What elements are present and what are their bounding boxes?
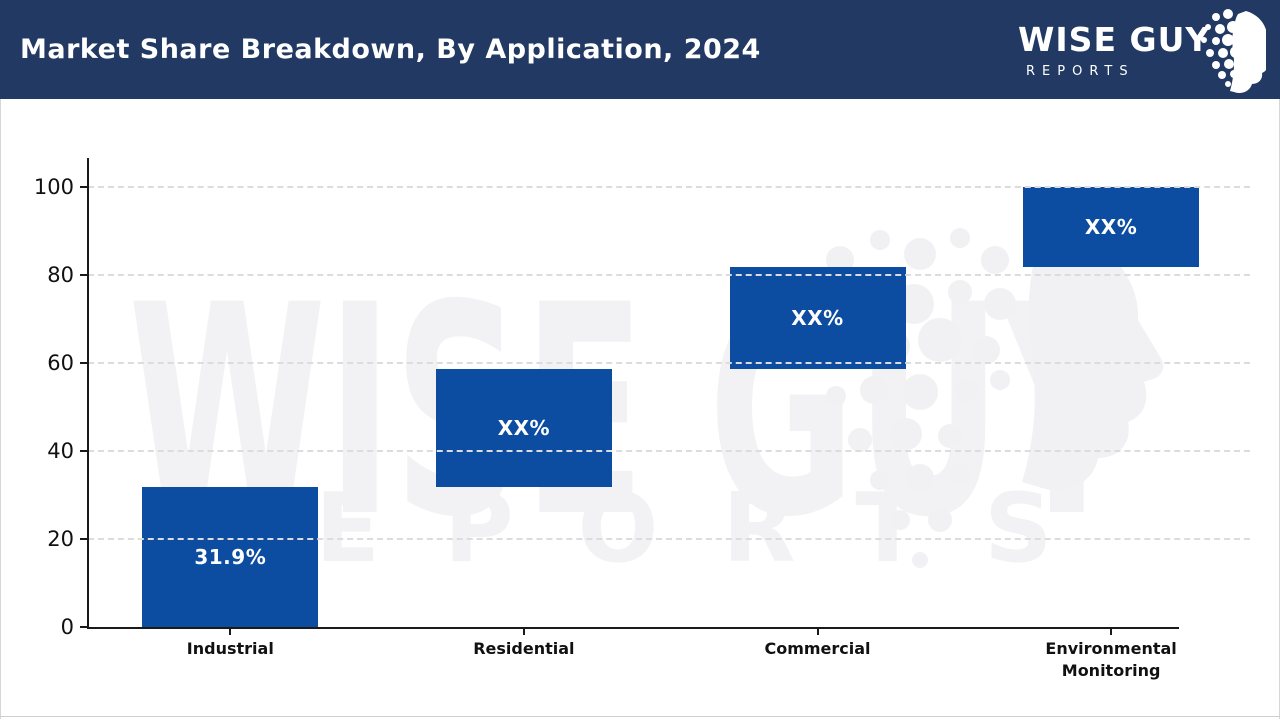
x-tick-mark	[816, 629, 819, 635]
bar-value-label: XX%	[497, 415, 551, 440]
x-tick-label: Environmental Monitoring	[1045, 639, 1177, 680]
gridline	[88, 362, 1250, 364]
gridline	[88, 450, 1250, 452]
bar-segment: 31.9%	[142, 486, 319, 627]
y-tick-label: 20	[47, 527, 74, 551]
logo-wiseguy-text: WISE GUY	[1018, 20, 1210, 59]
y-tick-label: 0	[60, 615, 74, 639]
y-tick-mark	[80, 626, 88, 628]
bar-value-label: XX%	[1084, 215, 1138, 240]
chart-title: Market Share Breakdown, By Application, …	[20, 34, 761, 65]
left-border-line	[0, 99, 1, 719]
x-tick-label: Commercial	[764, 639, 871, 658]
y-tick-label: 100	[33, 175, 74, 199]
y-tick-mark	[80, 186, 88, 188]
wiseguy-reports-logo: WISE GUY REPORTS	[1018, 8, 1266, 93]
bar-segment: XX%	[1023, 187, 1200, 268]
x-tick-mark	[1110, 629, 1113, 635]
bar-value-label: 31.9%	[194, 544, 267, 569]
bar-segment: XX%	[729, 267, 906, 370]
bar-segment: XX%	[435, 369, 612, 487]
y-axis-line	[87, 158, 89, 629]
x-tick-label: Industrial	[186, 639, 274, 658]
y-tick-mark	[80, 362, 88, 364]
wiseguy-face-icon	[1201, 8, 1266, 93]
header: Market Share Breakdown, By Application, …	[0, 0, 1280, 99]
logo-reports-text: REPORTS	[1026, 64, 1135, 79]
y-tick-label: 60	[47, 351, 74, 375]
gridline	[88, 538, 1250, 540]
x-tick-mark	[229, 629, 232, 635]
gridline	[88, 274, 1250, 276]
y-tick-mark	[80, 274, 88, 276]
y-tick-mark	[80, 538, 88, 540]
gridline	[88, 186, 1250, 188]
x-tick-label: Residential	[473, 639, 575, 658]
x-axis-line	[87, 627, 1179, 629]
y-tick-label: 80	[47, 263, 74, 287]
bottom-border-line	[0, 716, 1280, 717]
y-tick-mark	[80, 450, 88, 452]
y-tick-label: 40	[47, 439, 74, 463]
bar-value-label: XX%	[791, 306, 844, 331]
x-tick-mark	[522, 629, 525, 635]
